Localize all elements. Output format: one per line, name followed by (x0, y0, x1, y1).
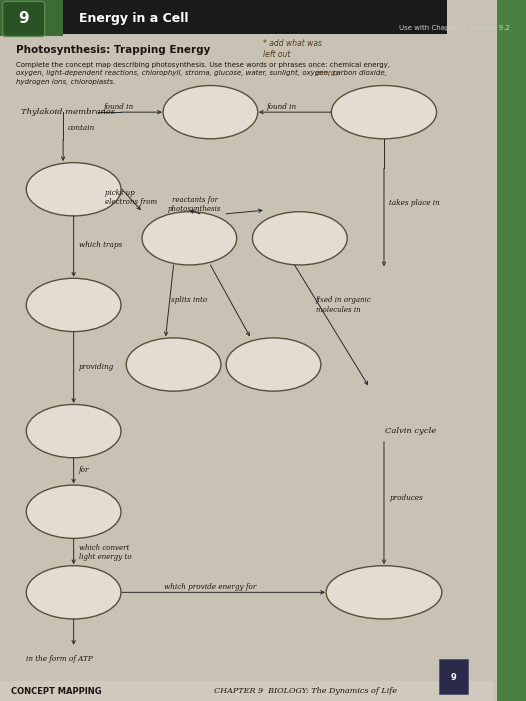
Text: picks up
electrons from: picks up electrons from (105, 189, 157, 206)
Ellipse shape (26, 163, 121, 216)
Text: reactants for
photosynthesis: reactants for photosynthesis (168, 196, 221, 213)
Text: * add what was
left out: * add what was left out (263, 39, 322, 59)
Bar (0, 0, 63, 36)
Text: fixed in organic
molecules in: fixed in organic molecules in (316, 297, 371, 313)
Text: 9: 9 (18, 11, 29, 27)
Bar (497, 0, 526, 701)
Text: 9: 9 (451, 674, 456, 682)
Text: providing: providing (79, 362, 114, 371)
Text: which convert
light energy to: which convert light energy to (79, 544, 132, 561)
Text: Use with Chapter 9, Section 9.2: Use with Chapter 9, Section 9.2 (399, 25, 510, 31)
Text: found in: found in (103, 103, 133, 111)
Ellipse shape (26, 404, 121, 458)
Text: Complete the concept map describing photosynthesis. Use these words or phrases o: Complete the concept map describing phot… (16, 62, 390, 68)
Text: CHAPTER 9  BIOLOGY: The Dynamics of Life: CHAPTER 9 BIOLOGY: The Dynamics of Life (214, 687, 397, 695)
Ellipse shape (252, 212, 347, 265)
Text: energy: energy (316, 70, 340, 76)
Text: Photosynthesis: Trapping Energy: Photosynthesis: Trapping Energy (16, 46, 210, 55)
Bar (0, 0, 447, 34)
Text: produces: produces (389, 494, 423, 502)
Ellipse shape (142, 212, 237, 265)
Text: splits into: splits into (171, 296, 207, 304)
Text: which traps: which traps (79, 240, 122, 249)
Text: CONCEPT MAPPING: CONCEPT MAPPING (11, 687, 101, 695)
Text: found in: found in (266, 103, 297, 111)
Text: Calvin cycle: Calvin cycle (385, 427, 436, 435)
Text: in the form of ATP: in the form of ATP (26, 655, 93, 663)
Text: for: for (79, 465, 89, 474)
Ellipse shape (226, 338, 321, 391)
Bar (439, 659, 468, 694)
Text: hydrogen ions, chloroplasts.: hydrogen ions, chloroplasts. (16, 79, 115, 85)
Text: oxygen, light-dependent reactions, chlorophyll, stroma, glucose, water, sunlight: oxygen, light-dependent reactions, chlor… (16, 70, 387, 76)
Ellipse shape (26, 278, 121, 332)
Text: Thylakoid membranes: Thylakoid membranes (21, 108, 115, 116)
Ellipse shape (163, 86, 258, 139)
Text: Energy in a Cell: Energy in a Cell (79, 13, 188, 25)
Text: takes place in: takes place in (389, 199, 440, 207)
Ellipse shape (26, 566, 121, 619)
Bar (0, 681, 494, 701)
FancyBboxPatch shape (3, 1, 45, 36)
Text: which provide energy for: which provide energy for (164, 583, 257, 592)
Ellipse shape (331, 86, 437, 139)
Ellipse shape (26, 485, 121, 538)
Ellipse shape (326, 566, 442, 619)
Text: contain: contain (67, 123, 95, 132)
Ellipse shape (126, 338, 221, 391)
